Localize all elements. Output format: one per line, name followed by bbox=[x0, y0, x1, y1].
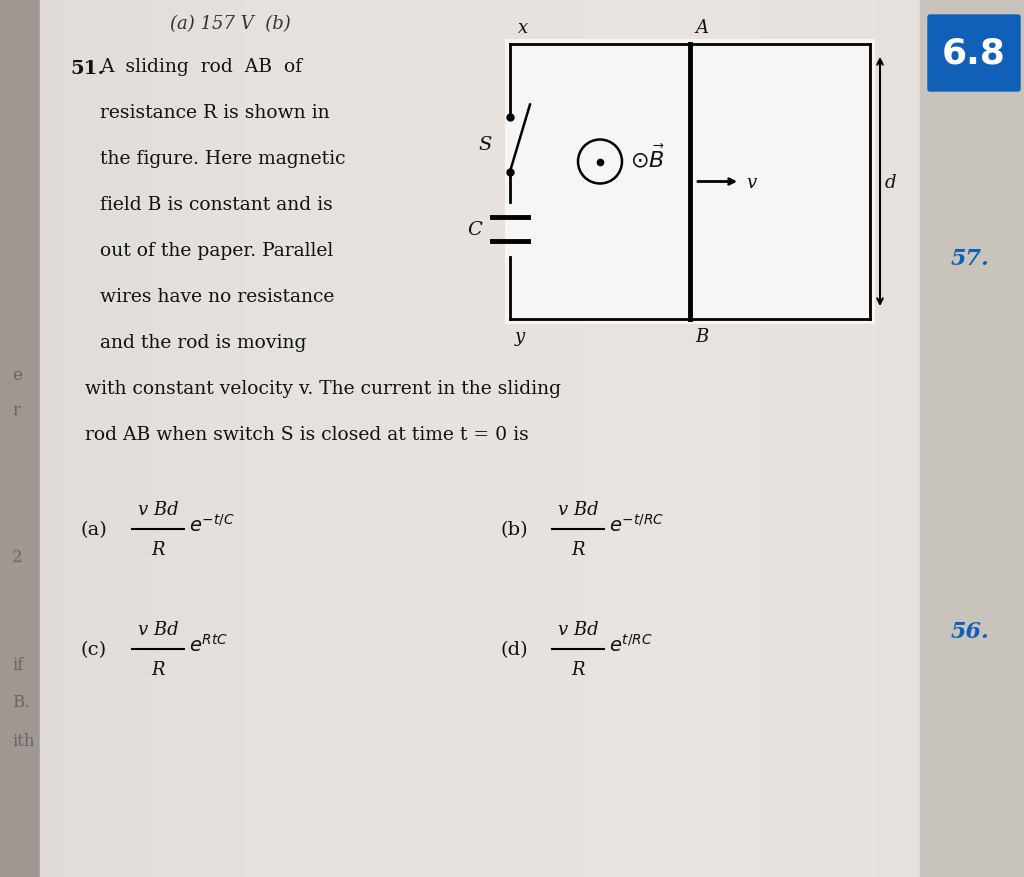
Text: v Bd: v Bd bbox=[137, 501, 178, 518]
FancyBboxPatch shape bbox=[928, 16, 1020, 92]
Text: $e^{t/RC}$: $e^{t/RC}$ bbox=[609, 633, 652, 655]
Text: 2: 2 bbox=[12, 548, 23, 566]
Text: v Bd: v Bd bbox=[137, 620, 178, 638]
Text: d: d bbox=[885, 174, 896, 191]
Text: out of the paper. Parallel: out of the paper. Parallel bbox=[100, 242, 333, 260]
Text: $e^{-t/C}$: $e^{-t/C}$ bbox=[189, 513, 234, 535]
Text: R: R bbox=[571, 660, 585, 678]
Text: $e^{RtC}$: $e^{RtC}$ bbox=[189, 633, 228, 655]
Text: r: r bbox=[12, 402, 20, 419]
Text: field B is constant and is: field B is constant and is bbox=[100, 196, 333, 214]
Text: R: R bbox=[152, 660, 165, 678]
Text: (a): (a) bbox=[80, 520, 106, 538]
Text: v: v bbox=[746, 174, 756, 191]
Text: S: S bbox=[478, 136, 492, 153]
Text: 57.: 57. bbox=[950, 247, 989, 270]
Text: 56.: 56. bbox=[950, 620, 989, 643]
Text: rod AB when switch S is closed at time t = 0 is: rod AB when switch S is closed at time t… bbox=[85, 425, 528, 444]
Text: (c): (c) bbox=[80, 640, 106, 659]
Text: v Bd: v Bd bbox=[558, 620, 598, 638]
Text: B: B bbox=[695, 328, 709, 346]
Text: (b): (b) bbox=[500, 520, 527, 538]
Text: ith: ith bbox=[12, 732, 35, 750]
Text: if: if bbox=[12, 656, 24, 674]
Text: $e^{-t/RC}$: $e^{-t/RC}$ bbox=[609, 513, 664, 535]
Text: wires have no resistance: wires have no resistance bbox=[100, 288, 335, 306]
Text: R: R bbox=[571, 540, 585, 559]
Text: (d): (d) bbox=[500, 640, 527, 659]
Text: 51.: 51. bbox=[70, 60, 104, 78]
Text: v Bd: v Bd bbox=[558, 501, 598, 518]
Text: e: e bbox=[12, 367, 22, 384]
Text: A  sliding  rod  AB  of: A sliding rod AB of bbox=[100, 58, 302, 76]
Text: x: x bbox=[518, 19, 528, 37]
Text: (a) 157 V  (b): (a) 157 V (b) bbox=[170, 15, 291, 33]
Bar bbox=[505, 40, 874, 324]
Text: B.: B. bbox=[12, 693, 30, 710]
Text: C: C bbox=[467, 221, 482, 239]
Text: resistance R is shown in: resistance R is shown in bbox=[100, 103, 330, 122]
Text: with constant velocity v. The current in the sliding: with constant velocity v. The current in… bbox=[85, 380, 561, 397]
Text: the figure. Here magnetic: the figure. Here magnetic bbox=[100, 150, 345, 168]
Text: 6.8: 6.8 bbox=[942, 37, 1006, 71]
Text: y: y bbox=[515, 328, 525, 346]
Text: $\odot\vec{B}$: $\odot\vec{B}$ bbox=[630, 144, 666, 171]
Text: A: A bbox=[695, 19, 708, 37]
Text: R: R bbox=[152, 540, 165, 559]
Text: and the rod is moving: and the rod is moving bbox=[100, 333, 306, 352]
